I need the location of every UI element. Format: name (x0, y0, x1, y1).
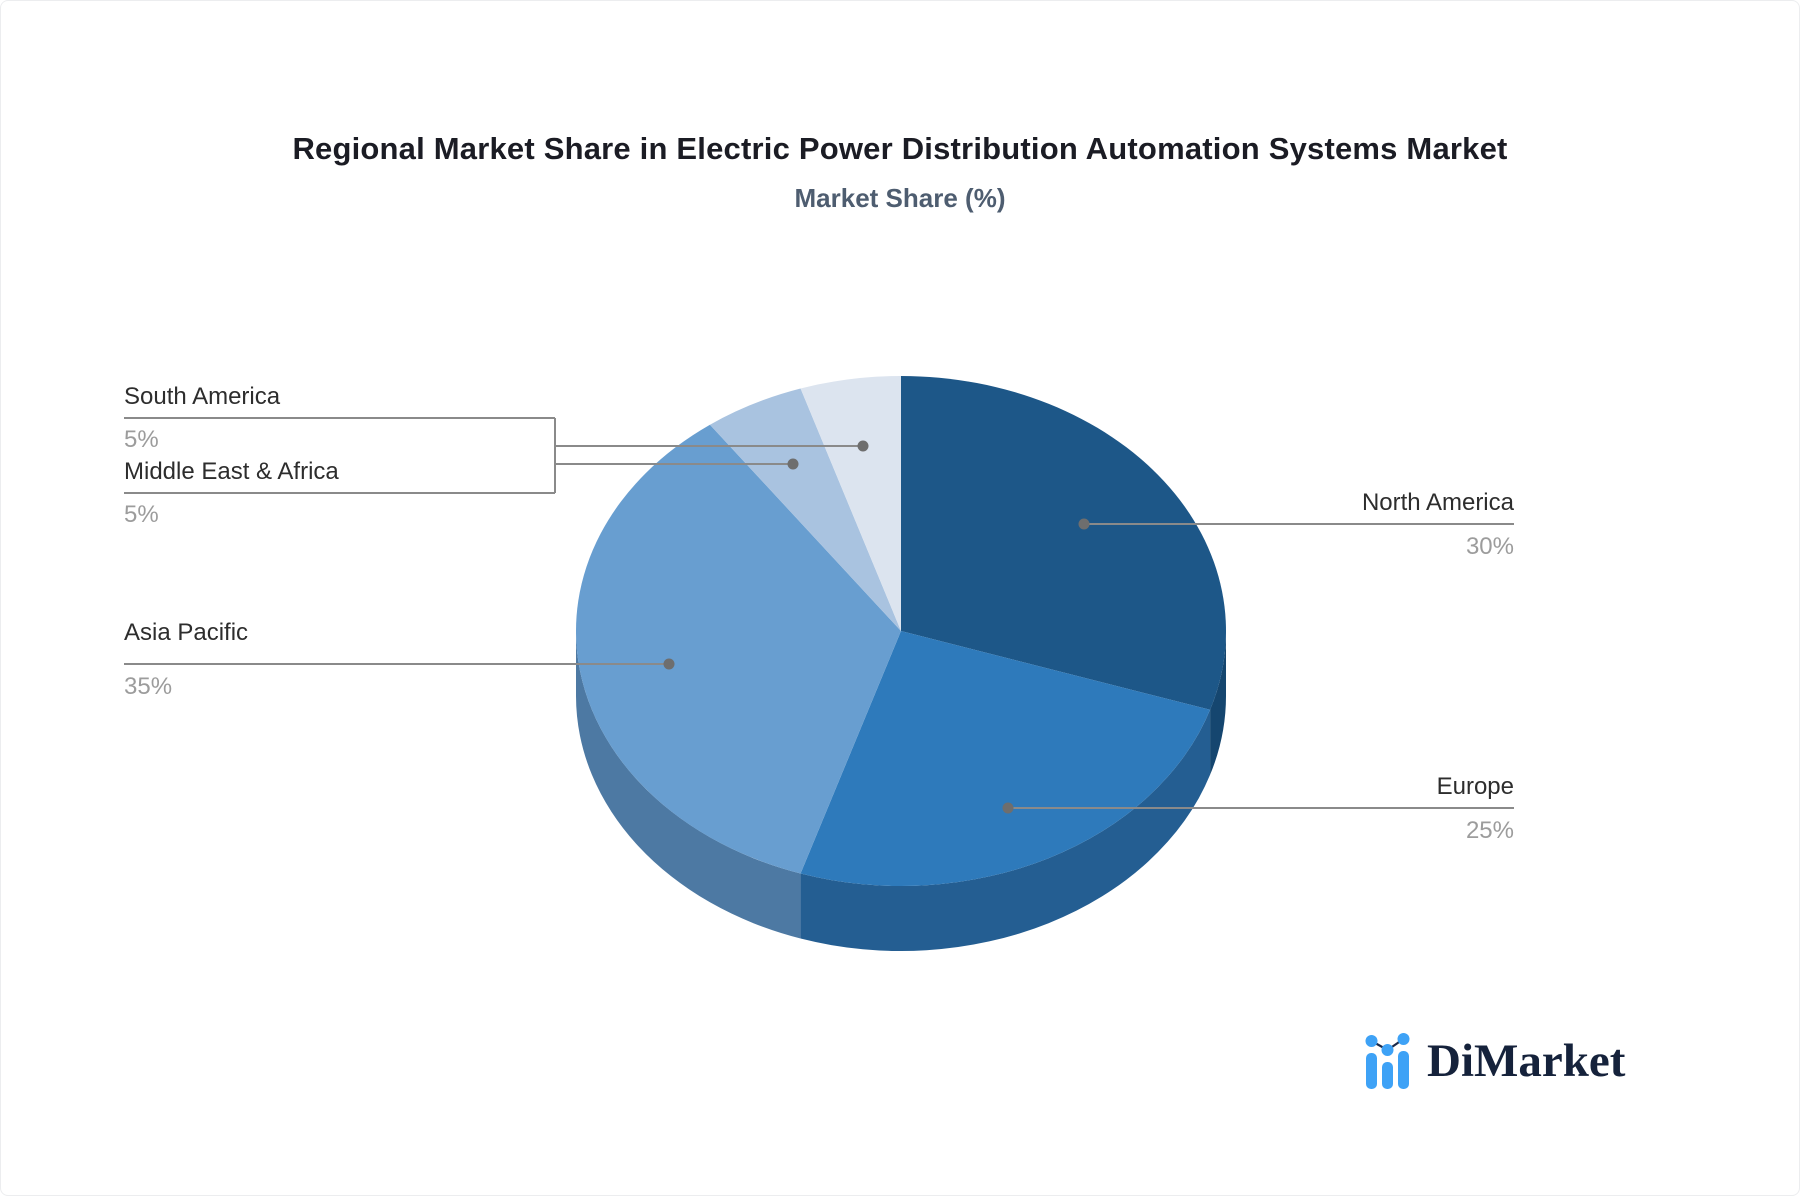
callout-dot-2 (663, 658, 675, 670)
pie-rim-2 (576, 631, 801, 939)
pie-slice-3 (709, 388, 901, 631)
callout-value-europe: 25% (1465, 817, 1514, 844)
callout-value-middle-east-africa: 5% (124, 501, 159, 528)
pie-rim-0 (1210, 631, 1226, 775)
pie-rim-1 (800, 709, 1211, 952)
bar-chart-logo-icon (1365, 1033, 1410, 1089)
callout-dot-0 (1078, 518, 1090, 530)
pie-slice-2 (575, 424, 901, 874)
brand-name: DiMarket (1427, 1035, 1626, 1087)
callout-dot-1 (1002, 802, 1014, 814)
pie-slice-1 (800, 631, 1211, 886)
callout-value-asia-pacific: 35% (124, 673, 173, 700)
callout-label-asia-pacific: Asia Pacific (124, 619, 249, 646)
callout-label-north-america: North America (1361, 489, 1514, 516)
callout-label-middle-east-africa: Middle East & Africa (124, 458, 339, 485)
callout-value-south-america: 5% (124, 426, 159, 453)
chart-subtitle: Market Share (%) (794, 183, 1006, 213)
chart-title: Regional Market Share in Electric Power … (292, 131, 1508, 166)
callout-dot-3 (787, 458, 799, 470)
callout-label-south-america: South America (124, 383, 281, 410)
brand-logo: DiMarket (1363, 1029, 1625, 1093)
callout-dot-4 (857, 440, 869, 452)
pie-slice-0 (901, 376, 1227, 710)
pie-slice-4 (800, 376, 901, 631)
callout-value-north-america: 30% (1465, 533, 1514, 560)
callout-label-europe: Europe (1436, 773, 1514, 800)
